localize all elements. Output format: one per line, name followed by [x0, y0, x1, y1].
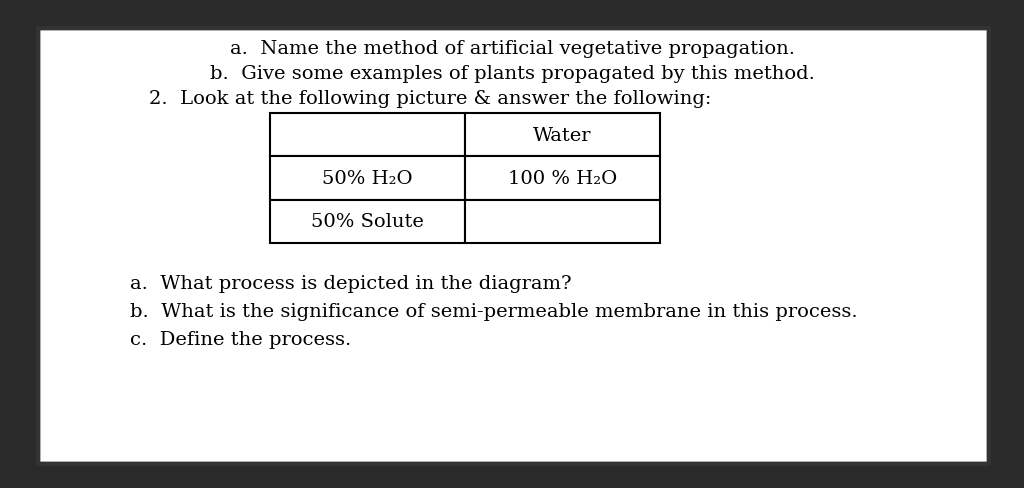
Bar [465, 114, 660, 157]
Bar [38, 29, 988, 463]
Bar [270, 114, 465, 157]
Bar [465, 200, 660, 244]
Text: 2.  Look at the following picture & answer the following:: 2. Look at the following picture & answe… [148, 90, 712, 108]
Text: a.  Name the method of artificial vegetative propagation.: a. Name the method of artificial vegetat… [229, 40, 795, 58]
Bar [38, 29, 988, 463]
Text: 50% H₂O: 50% H₂O [323, 170, 413, 187]
Text: 100 % H₂O: 100 % H₂O [508, 170, 617, 187]
Text: 50% Solute: 50% Solute [311, 213, 424, 231]
Bar [270, 200, 465, 244]
Bar [465, 157, 660, 200]
Text: a.  What process is depicted in the diagram?: a. What process is depicted in the diagr… [130, 274, 571, 292]
Text: b.  Give some examples of plants propagated by this method.: b. Give some examples of plants propagat… [210, 65, 814, 83]
Text: c.  Define the process.: c. Define the process. [130, 330, 351, 348]
Text: b.  What is the significance of semi-permeable membrane in this process.: b. What is the significance of semi-perm… [130, 303, 858, 320]
Text: Water: Water [534, 126, 592, 144]
Bar [270, 157, 465, 200]
